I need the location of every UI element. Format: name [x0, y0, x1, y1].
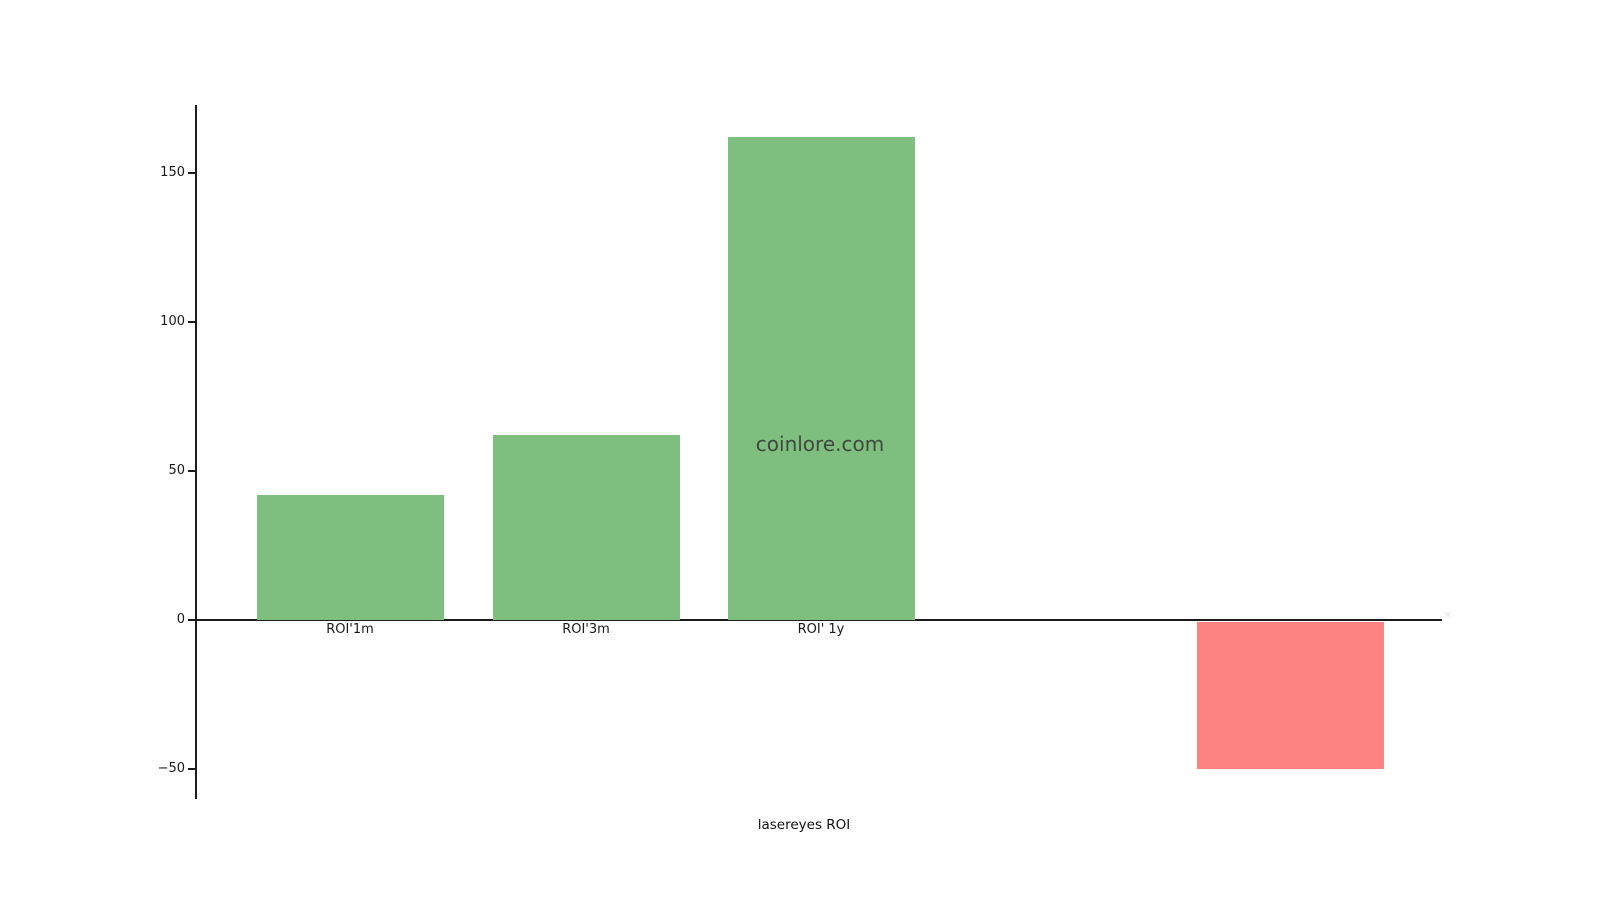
y-tick-label-100: 100	[160, 314, 185, 329]
y-tick-label-50: 50	[168, 463, 185, 478]
y-tick-mark-0	[188, 619, 195, 621]
y-tick-mark-50	[188, 470, 195, 472]
x-axis-title: lasereyes ROI	[757, 817, 851, 833]
bar-unlabeled-3	[1196, 621, 1384, 769]
y-tick-mark-150	[188, 172, 195, 174]
bar-ROI' 1y	[727, 137, 915, 620]
y-tick-label-150: 150	[160, 165, 185, 180]
y-tick-label-0: 0	[176, 612, 185, 627]
axis-end-artifact-mark: ×	[1443, 608, 1453, 621]
y-tick-mark-100	[188, 321, 195, 323]
bar-ROI'1m	[256, 494, 444, 620]
bar-ROI'3m	[492, 435, 680, 620]
y-axis-line	[195, 105, 197, 799]
x-tick-label-1: ROI'3m	[562, 622, 610, 637]
watermark-text: coinlore.com	[755, 432, 885, 456]
y-tick-mark--50	[188, 768, 195, 770]
x-tick-label-2: ROI' 1y	[797, 622, 845, 637]
y-tick-label--50: −50	[157, 761, 185, 776]
x-tick-label-0: ROI'1m	[326, 622, 374, 637]
